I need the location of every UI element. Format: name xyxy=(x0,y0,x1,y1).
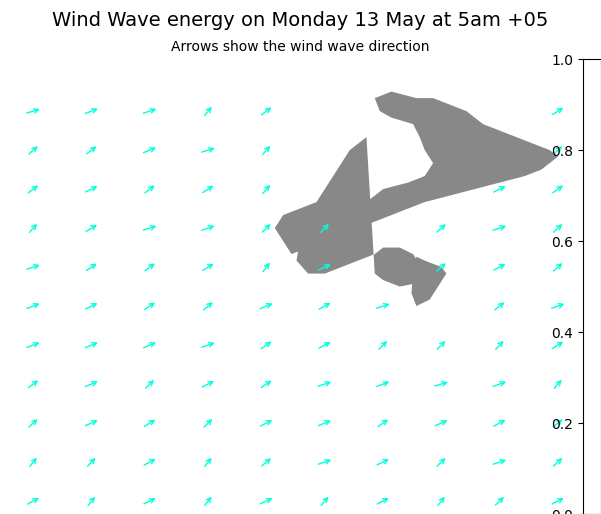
Text: Wind Wave energy on Monday 13 May at 5am +05: Wind Wave energy on Monday 13 May at 5am… xyxy=(52,11,549,30)
Polygon shape xyxy=(275,91,558,287)
Text: Arrows show the wind wave direction: Arrows show the wind wave direction xyxy=(171,40,430,54)
Polygon shape xyxy=(412,256,447,306)
